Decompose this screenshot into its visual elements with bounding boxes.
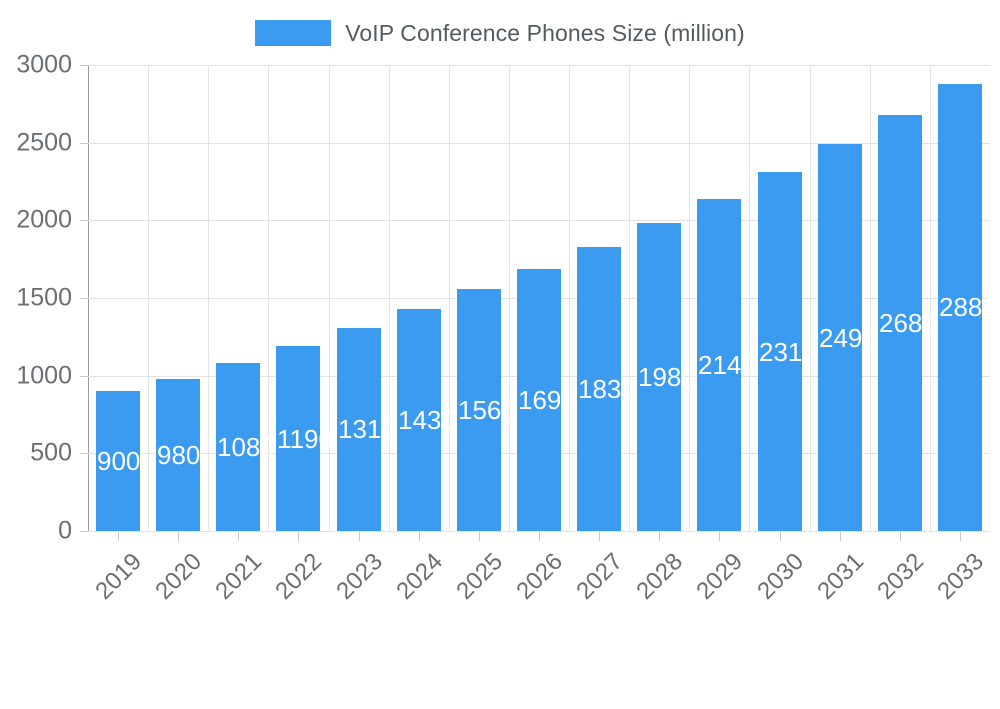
x-tick-mark	[719, 532, 720, 541]
plot-area: 900 980 1080 1190 1310 1430 1560 1690 1830 1980 21…	[88, 65, 997, 532]
y-tick-mark	[80, 142, 88, 144]
bar-value-label: 2310	[759, 336, 817, 367]
gridline-vertical	[629, 65, 630, 531]
x-tick-mark	[419, 532, 420, 541]
x-tick-mark	[960, 532, 961, 541]
y-tick-label: 0	[58, 516, 72, 545]
bar[interactable]: 2310	[758, 172, 817, 531]
y-tick-label: 3000	[16, 50, 72, 79]
y-axis: 0 500 1000 1500 2000 2500 3000	[0, 51, 88, 545]
y-tick-mark	[80, 453, 88, 455]
bar[interactable]: 1560	[457, 288, 516, 531]
bar[interactable]: 2140	[697, 198, 756, 531]
bar-chart: VoIP Conference Phones Size (million) 90…	[0, 14, 1000, 605]
bar-value-label: 900	[97, 446, 141, 477]
bar-value-label: 1080	[217, 432, 275, 463]
bar[interactable]: 1830	[577, 246, 636, 531]
bar[interactable]: 1430	[397, 308, 456, 531]
y-tick-label: 1000	[16, 361, 72, 390]
gridline-horizontal	[88, 220, 990, 222]
gridline-vertical	[810, 65, 811, 531]
x-tick-mark	[840, 532, 841, 541]
gridline-vertical	[208, 65, 209, 531]
y-tick-mark	[80, 375, 88, 377]
bar[interactable]: 1690	[517, 268, 576, 531]
gridline-horizontal	[88, 142, 990, 144]
x-tick-mark	[118, 532, 119, 541]
gridline-vertical	[689, 65, 690, 531]
gridline-vertical	[749, 65, 750, 531]
y-tick-label: 2500	[16, 128, 72, 157]
bar-value-label: 1190	[277, 423, 333, 454]
gridline-vertical	[930, 65, 931, 531]
gridline-vertical	[870, 65, 871, 531]
bar-value-label: 1690	[518, 384, 576, 415]
x-tick-mark	[900, 532, 901, 541]
bar-value-label: 2680	[879, 307, 937, 338]
gridline-horizontal	[88, 65, 990, 66]
bar-value-label: 2490	[819, 322, 877, 353]
y-tick-mark	[80, 298, 88, 299]
x-tick-mark	[238, 532, 239, 541]
x-tick-mark	[780, 532, 781, 541]
bar-value-label: 1830	[578, 373, 636, 404]
y-tick-mark	[80, 531, 88, 532]
x-tick-mark	[599, 532, 600, 541]
legend-label[interactable]: VoIP Conference Phones Size (million)	[345, 19, 745, 46]
bar-value-label: 1560	[458, 394, 516, 425]
bar-value-label: 1430	[398, 404, 456, 435]
bar[interactable]: 1980	[637, 223, 696, 531]
bar-value-label: 2140	[698, 349, 756, 380]
bar[interactable]: 2490	[818, 144, 877, 531]
bar[interactable]: 1190	[276, 346, 333, 531]
x-tick-mark	[298, 532, 299, 541]
y-tick-label: 1500	[16, 283, 72, 312]
bar[interactable]: 2880	[938, 83, 997, 531]
x-tick-mark	[479, 532, 480, 541]
gridline-vertical	[268, 65, 269, 531]
y-tick-label: 2000	[16, 205, 72, 234]
chart-legend: VoIP Conference Phones Size (million)	[0, 14, 1000, 52]
gridline-vertical	[509, 65, 510, 531]
gridline-horizontal	[88, 531, 990, 532]
y-tick-label: 500	[30, 438, 72, 467]
bar[interactable]: 980	[156, 378, 201, 531]
legend-color-swatch[interactable]	[255, 20, 332, 46]
gridline-vertical	[148, 65, 149, 531]
gridline-vertical	[389, 65, 390, 531]
x-tick-mark	[178, 532, 179, 541]
gridline-vertical	[329, 65, 330, 531]
gridline-vertical	[569, 65, 570, 531]
x-tick-mark	[359, 532, 360, 541]
bar[interactable]: 1080	[216, 363, 275, 531]
bar[interactable]: 900	[96, 391, 140, 531]
bar-value-label: 1310	[338, 414, 396, 445]
bar[interactable]: 2680	[878, 114, 937, 531]
bar-value-label: 980	[157, 439, 201, 470]
x-tick-mark	[659, 532, 660, 541]
y-tick-mark	[80, 220, 88, 222]
y-tick-mark	[80, 65, 88, 66]
bar[interactable]: 1310	[337, 327, 396, 531]
bar-value-label: 1980	[638, 362, 696, 393]
x-tick-mark	[539, 532, 540, 541]
gridline-vertical	[449, 65, 450, 531]
